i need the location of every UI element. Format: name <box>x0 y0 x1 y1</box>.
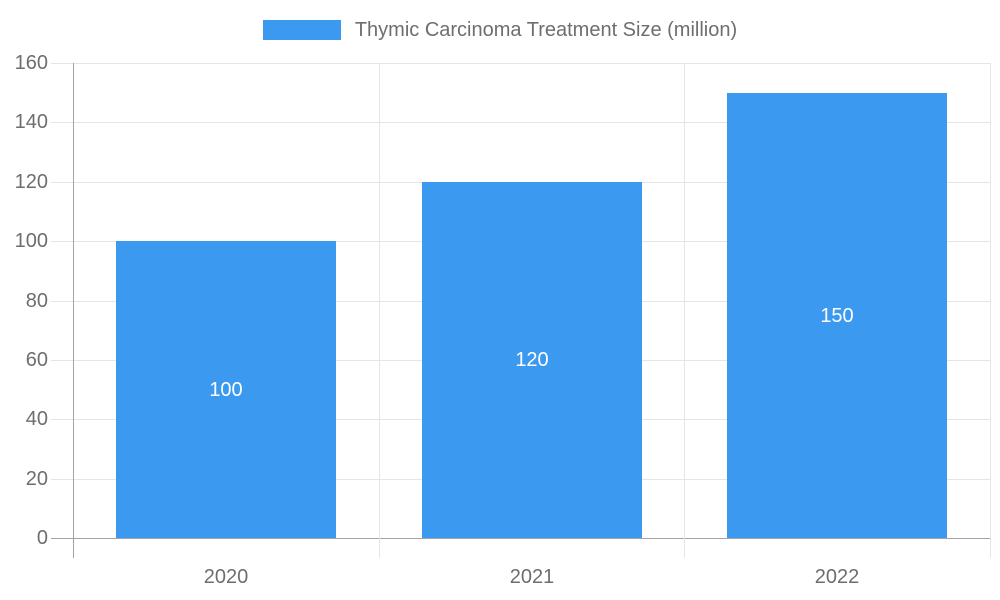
y-gridline <box>51 63 990 64</box>
y-tick-label: 40 <box>25 408 48 430</box>
x-gridline <box>990 63 991 558</box>
y-axis-line <box>73 63 74 558</box>
y-gridline <box>51 122 990 123</box>
bar-value-label: 100 <box>209 379 243 401</box>
y-tick-label: 140 <box>14 111 48 133</box>
bar[interactable] <box>116 241 336 538</box>
bar[interactable] <box>422 182 642 538</box>
y-tick-label: 100 <box>14 230 48 252</box>
x-tick-label: 2021 <box>509 566 555 588</box>
x-gridline <box>379 63 380 558</box>
y-tick-label: 20 <box>25 468 48 490</box>
bar[interactable] <box>727 93 947 538</box>
y-tick-label: 120 <box>14 171 48 193</box>
y-tick-label: 60 <box>25 349 48 371</box>
legend-item[interactable]: Thymic Carcinoma Treatment Size (million… <box>0 16 1000 44</box>
y-tick-label: 80 <box>25 290 48 312</box>
x-tick-label: 2020 <box>203 566 249 588</box>
x-gridline <box>684 63 685 558</box>
y-tick-label: 160 <box>14 52 48 74</box>
bar-value-label: 120 <box>515 349 549 371</box>
legend-label: Thymic Carcinoma Treatment Size (million… <box>354 18 738 41</box>
x-axis-baseline <box>51 538 990 539</box>
y-tick-label: 0 <box>36 527 48 549</box>
legend-swatch-icon <box>262 20 341 40</box>
bar-value-label: 150 <box>820 305 854 327</box>
x-tick-label: 2022 <box>814 566 860 588</box>
